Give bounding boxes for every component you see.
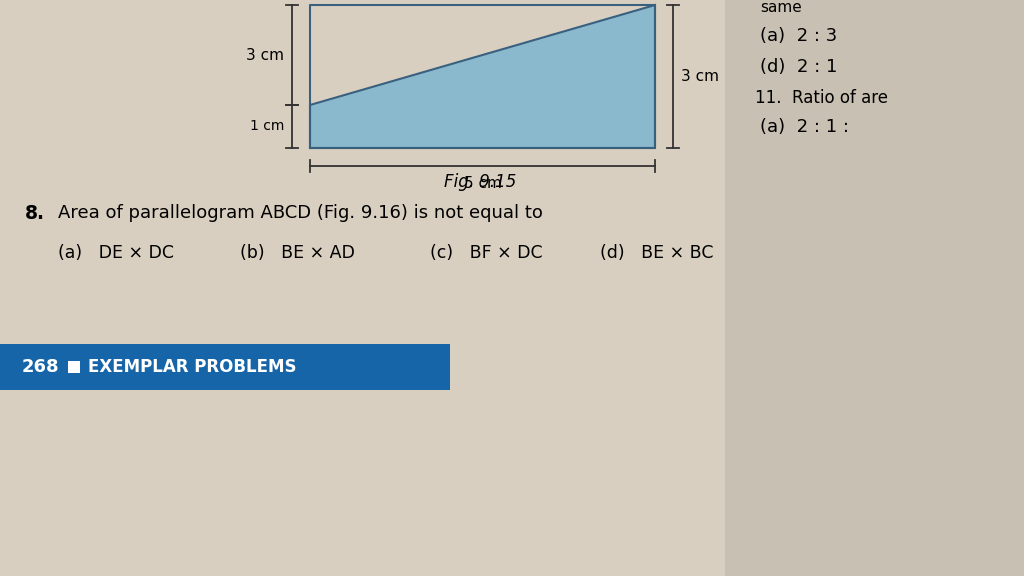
Text: 3 cm: 3 cm <box>681 69 719 84</box>
Bar <box>68 361 80 373</box>
Bar <box>0 344 450 390</box>
Text: 268: 268 <box>22 358 59 376</box>
Text: 1 cm: 1 cm <box>250 119 284 134</box>
Text: 5 cm: 5 cm <box>464 176 502 191</box>
Text: (c)   BF × DC: (c) BF × DC <box>430 244 543 262</box>
Text: (a)   DE × DC: (a) DE × DC <box>58 244 174 262</box>
Text: Area of parallelogram ABCD (Fig. 9.16) is not equal to: Area of parallelogram ABCD (Fig. 9.16) i… <box>58 204 543 222</box>
Polygon shape <box>310 5 655 148</box>
Text: 8.: 8. <box>25 204 45 223</box>
Text: EXEMPLAR PROBLEMS: EXEMPLAR PROBLEMS <box>88 358 297 376</box>
Bar <box>725 0 1024 576</box>
Text: 3 cm: 3 cm <box>246 47 284 63</box>
Text: (a)  2 : 3: (a) 2 : 3 <box>760 27 838 45</box>
Text: 11.  Ratio of are: 11. Ratio of are <box>755 89 888 107</box>
Text: (a)  2 : 1 :: (a) 2 : 1 : <box>760 118 849 136</box>
Text: (b)   BE × AD: (b) BE × AD <box>240 244 355 262</box>
Text: (d)  2 : 1: (d) 2 : 1 <box>760 58 838 76</box>
Text: Fig. 9.15: Fig. 9.15 <box>443 173 516 191</box>
Text: (d)   BE × BC: (d) BE × BC <box>600 244 714 262</box>
Text: same: same <box>760 0 802 15</box>
